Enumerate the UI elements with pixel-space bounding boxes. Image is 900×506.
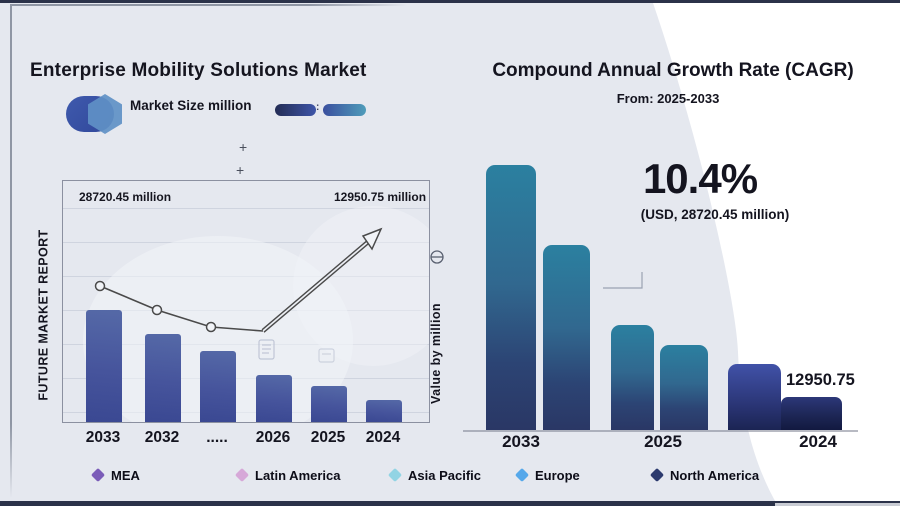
- chart-annotation-end: 12950.75 million: [334, 190, 427, 204]
- growth-arrow-shaft: [263, 236, 377, 333]
- cagr-bar-2024-a: [728, 364, 781, 430]
- axis-label-right-2024: 2024: [799, 432, 837, 451]
- axis-label-2032: 2032: [144, 429, 180, 446]
- bottom-right-edge-line: [775, 503, 900, 506]
- white-curve-shape: [652, 0, 900, 506]
- value-axis-label: Value by million: [429, 303, 443, 404]
- axis-label-2026: 2026: [255, 429, 291, 446]
- bar-2026: [256, 375, 292, 422]
- plus-mark-bottom: +: [236, 162, 245, 178]
- cagr-note: (USD, 28720.45 million): [640, 207, 790, 222]
- trend-marker: [151, 304, 163, 316]
- market-size-legend-label: Market Size million: [130, 98, 252, 113]
- clipboard-icon: [258, 339, 275, 360]
- right-subtitle: From: 2025-2033: [616, 91, 720, 106]
- right-axis-line: [463, 430, 858, 432]
- cagr-bar-2024-b: [781, 397, 842, 430]
- minus-circle-icon: [430, 250, 444, 264]
- bar-dots: [200, 351, 236, 422]
- legend-label: North America: [670, 468, 760, 483]
- ratio-pill-dark-icon: [275, 104, 316, 116]
- ratio-pill-teal-icon: [323, 104, 366, 116]
- step-callout-line: [603, 272, 643, 289]
- left-chart: 28720.45 million 12950.75 million: [62, 180, 430, 423]
- top-edge-bar: [0, 0, 900, 3]
- page-title-left: Enterprise Mobility Solutions Market: [30, 60, 367, 81]
- legend-label: MEA: [111, 468, 140, 483]
- legend-label: Europe: [535, 468, 580, 483]
- bar-annotation-12950: 12950.75: [786, 371, 855, 389]
- plus-mark-top: +: [239, 139, 248, 155]
- watermark-blob: [293, 206, 429, 366]
- trend-marker: [205, 321, 217, 333]
- cagr-bar-2033-a: [486, 165, 536, 430]
- ratio-colon: :: [316, 102, 320, 113]
- chart-annotation-start: 28720.45 million: [79, 190, 172, 204]
- future-market-report-label: FUTURE MARKET REPORT: [36, 229, 51, 401]
- window-frame-top-line: [11, 4, 407, 6]
- cagr-bar-2033-b: [543, 245, 590, 430]
- bar-2024: [366, 400, 402, 422]
- trend-marker: [94, 280, 106, 292]
- axis-label-right-2025: 2025: [644, 432, 682, 451]
- cagr-bar-2025-b: [660, 345, 708, 430]
- axis-label-2025: 2025: [310, 429, 346, 446]
- growth-arrow-head-icon: [361, 227, 383, 251]
- growth-arrow-shaft: [261, 234, 375, 331]
- axis-label-right-2033: 2033: [502, 432, 540, 451]
- legend-label: Asia Pacific: [408, 468, 481, 483]
- axis-label-dots: .....: [206, 429, 228, 446]
- axis-label-2024: 2024: [365, 429, 401, 446]
- cagr-bar-2025-a: [611, 325, 654, 430]
- bar-2033: [86, 310, 122, 422]
- bar-2025: [311, 386, 347, 422]
- legend-label: Latin America: [255, 468, 341, 483]
- bottom-edge-bar: [0, 501, 900, 506]
- window-frame-left-line: [10, 4, 12, 498]
- cagr-value: 10.4%: [642, 155, 758, 202]
- bar-2032: [145, 334, 181, 422]
- trend-line: [99, 285, 264, 332]
- axis-label-2033: 2033: [85, 429, 121, 446]
- page-title-right: Compound Annual Growth Rate (CAGR): [492, 60, 854, 81]
- clipboard-icon: [318, 348, 335, 363]
